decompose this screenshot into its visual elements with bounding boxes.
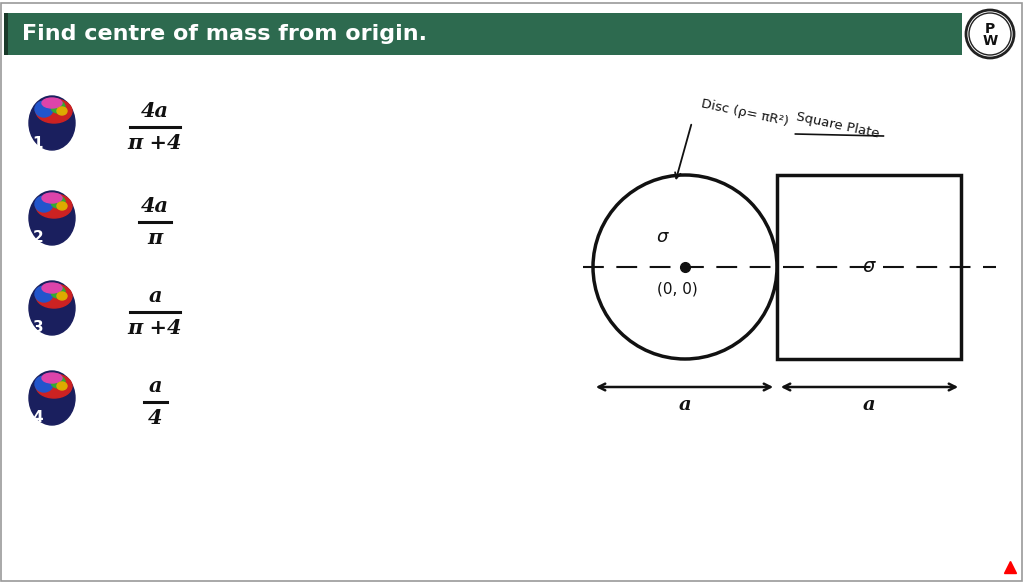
Text: π +4: π +4 (128, 318, 182, 338)
Text: $\sigma$: $\sigma$ (656, 228, 670, 246)
Text: π: π (147, 228, 163, 248)
Text: a: a (862, 396, 876, 414)
Ellipse shape (36, 99, 72, 123)
Text: 4a: 4a (141, 101, 169, 121)
Text: 4: 4 (147, 408, 162, 428)
Text: 3: 3 (33, 321, 43, 335)
Text: π +4: π +4 (128, 133, 182, 153)
Ellipse shape (42, 98, 62, 108)
Text: a: a (679, 396, 691, 414)
Bar (8, 13, 962, 55)
Ellipse shape (57, 382, 67, 390)
Ellipse shape (51, 196, 65, 208)
Bar (4, 13, 8, 55)
Ellipse shape (29, 96, 75, 150)
Ellipse shape (36, 374, 72, 398)
Text: P: P (985, 22, 995, 36)
Ellipse shape (42, 373, 62, 383)
Bar (777, 175, 961, 359)
Ellipse shape (29, 281, 75, 335)
Ellipse shape (57, 202, 67, 210)
Text: a: a (148, 286, 162, 306)
Ellipse shape (36, 284, 72, 308)
Ellipse shape (51, 286, 65, 298)
Text: Square Plate: Square Plate (796, 110, 881, 140)
Text: W: W (982, 34, 997, 48)
Text: 4: 4 (33, 410, 43, 425)
Circle shape (593, 175, 777, 359)
Ellipse shape (42, 193, 62, 203)
Ellipse shape (29, 191, 75, 245)
Circle shape (969, 13, 1011, 55)
Ellipse shape (36, 194, 72, 218)
Text: Disc (ρ= πR²): Disc (ρ= πR²) (700, 97, 790, 129)
Text: (0, 0): (0, 0) (656, 281, 697, 296)
Ellipse shape (57, 292, 67, 300)
Ellipse shape (51, 101, 65, 113)
Text: $\sigma$: $\sigma$ (861, 257, 877, 276)
Circle shape (966, 10, 1014, 58)
Ellipse shape (35, 101, 53, 117)
Ellipse shape (35, 286, 53, 302)
Ellipse shape (42, 283, 62, 293)
Ellipse shape (35, 376, 53, 392)
Ellipse shape (35, 196, 53, 212)
Text: a: a (148, 376, 162, 396)
Text: Find centre of mass from origin.: Find centre of mass from origin. (22, 24, 427, 44)
Ellipse shape (51, 376, 65, 388)
Ellipse shape (57, 107, 67, 115)
Text: 2: 2 (33, 230, 43, 246)
Text: 4a: 4a (141, 196, 169, 216)
Text: 1: 1 (33, 136, 43, 151)
Ellipse shape (29, 371, 75, 425)
